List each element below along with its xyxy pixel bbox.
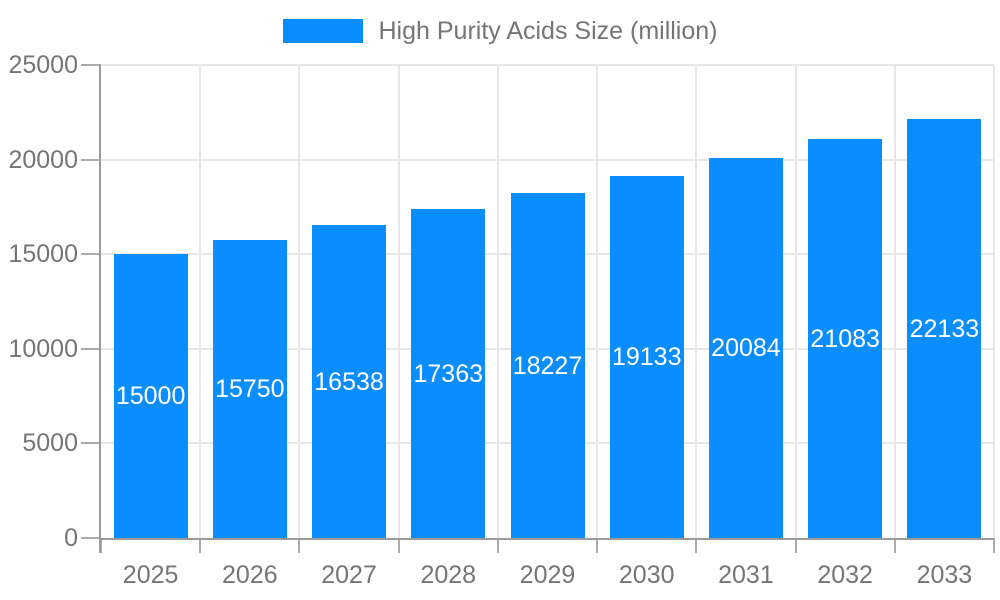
y-axis-tick [81, 158, 101, 161]
bar-value-label: 15750 [215, 375, 285, 403]
x-axis-tick-label: 2032 [817, 561, 873, 589]
x-axis-tick-label: 2029 [519, 561, 576, 589]
bar [907, 119, 982, 538]
x-axis-tick-label: 2026 [222, 561, 278, 589]
y-axis-line [99, 65, 101, 553]
bar-value-label: 21083 [810, 324, 880, 353]
y-axis-tick-label: 5000 [22, 429, 78, 458]
x-axis-tick-label: 2028 [420, 561, 477, 589]
y-axis-tick [81, 537, 101, 539]
x-axis-tick-label: 2025 [122, 561, 179, 589]
x-gridline [993, 65, 995, 538]
y-axis-tick [81, 442, 101, 445]
bar-value-label: 20084 [711, 334, 781, 362]
x-axis-tick [993, 538, 995, 553]
x-gridline [794, 65, 797, 538]
x-axis-tick [199, 538, 202, 553]
bar-value-label: 17363 [413, 359, 484, 388]
bar [312, 225, 387, 538]
legend-item[interactable]: High Purity Acids Size (million) [0, 17, 1000, 45]
bar [510, 193, 585, 538]
y-axis-tick [81, 253, 101, 256]
x-axis-line [99, 538, 994, 540]
bar-value-label: 19133 [611, 343, 682, 371]
y-axis-tick [81, 64, 101, 66]
x-axis-tick-label: 2030 [618, 561, 675, 589]
x-axis-tick [695, 538, 698, 553]
y-axis-tick-label: 10000 [8, 334, 78, 363]
x-axis-tick [596, 538, 599, 553]
y-gridline [101, 158, 994, 161]
x-gridline [893, 65, 896, 538]
x-gridline [298, 65, 301, 538]
bar-value-label: 22133 [909, 314, 980, 343]
x-gridline [496, 65, 499, 538]
y-axis-tick-label: 25000 [8, 51, 78, 79]
x-axis-tick [298, 538, 301, 553]
bar-value-label: 16538 [314, 367, 384, 396]
y-axis-tick-label: 15000 [8, 240, 78, 269]
bar-value-label: 15000 [115, 382, 186, 411]
x-axis-tick [496, 538, 499, 553]
x-axis-tick [100, 538, 102, 553]
y-axis-tick-label: 0 [64, 524, 78, 552]
y-axis-tick [81, 347, 101, 350]
legend-label: High Purity Acids Size (million) [378, 17, 718, 45]
x-gridline [397, 65, 400, 538]
x-gridline [695, 65, 698, 538]
x-gridline [596, 65, 599, 538]
bar-value-label: 18227 [512, 351, 583, 380]
y-axis-tick-label: 20000 [8, 145, 78, 174]
bar [808, 139, 883, 538]
y-gridline [101, 64, 994, 66]
legend-swatch [282, 19, 363, 43]
x-gridline [199, 65, 202, 538]
x-axis-tick [397, 538, 400, 553]
bar [708, 158, 783, 538]
bar [113, 254, 188, 538]
x-axis-tick [893, 538, 896, 553]
bar [609, 176, 684, 538]
x-axis-tick-label: 2031 [718, 561, 774, 589]
x-axis-tick [794, 538, 797, 553]
x-axis-tick-label: 2033 [916, 561, 973, 589]
x-axis-tick-label: 2027 [321, 561, 377, 589]
bar [212, 240, 287, 538]
bar [411, 209, 486, 538]
